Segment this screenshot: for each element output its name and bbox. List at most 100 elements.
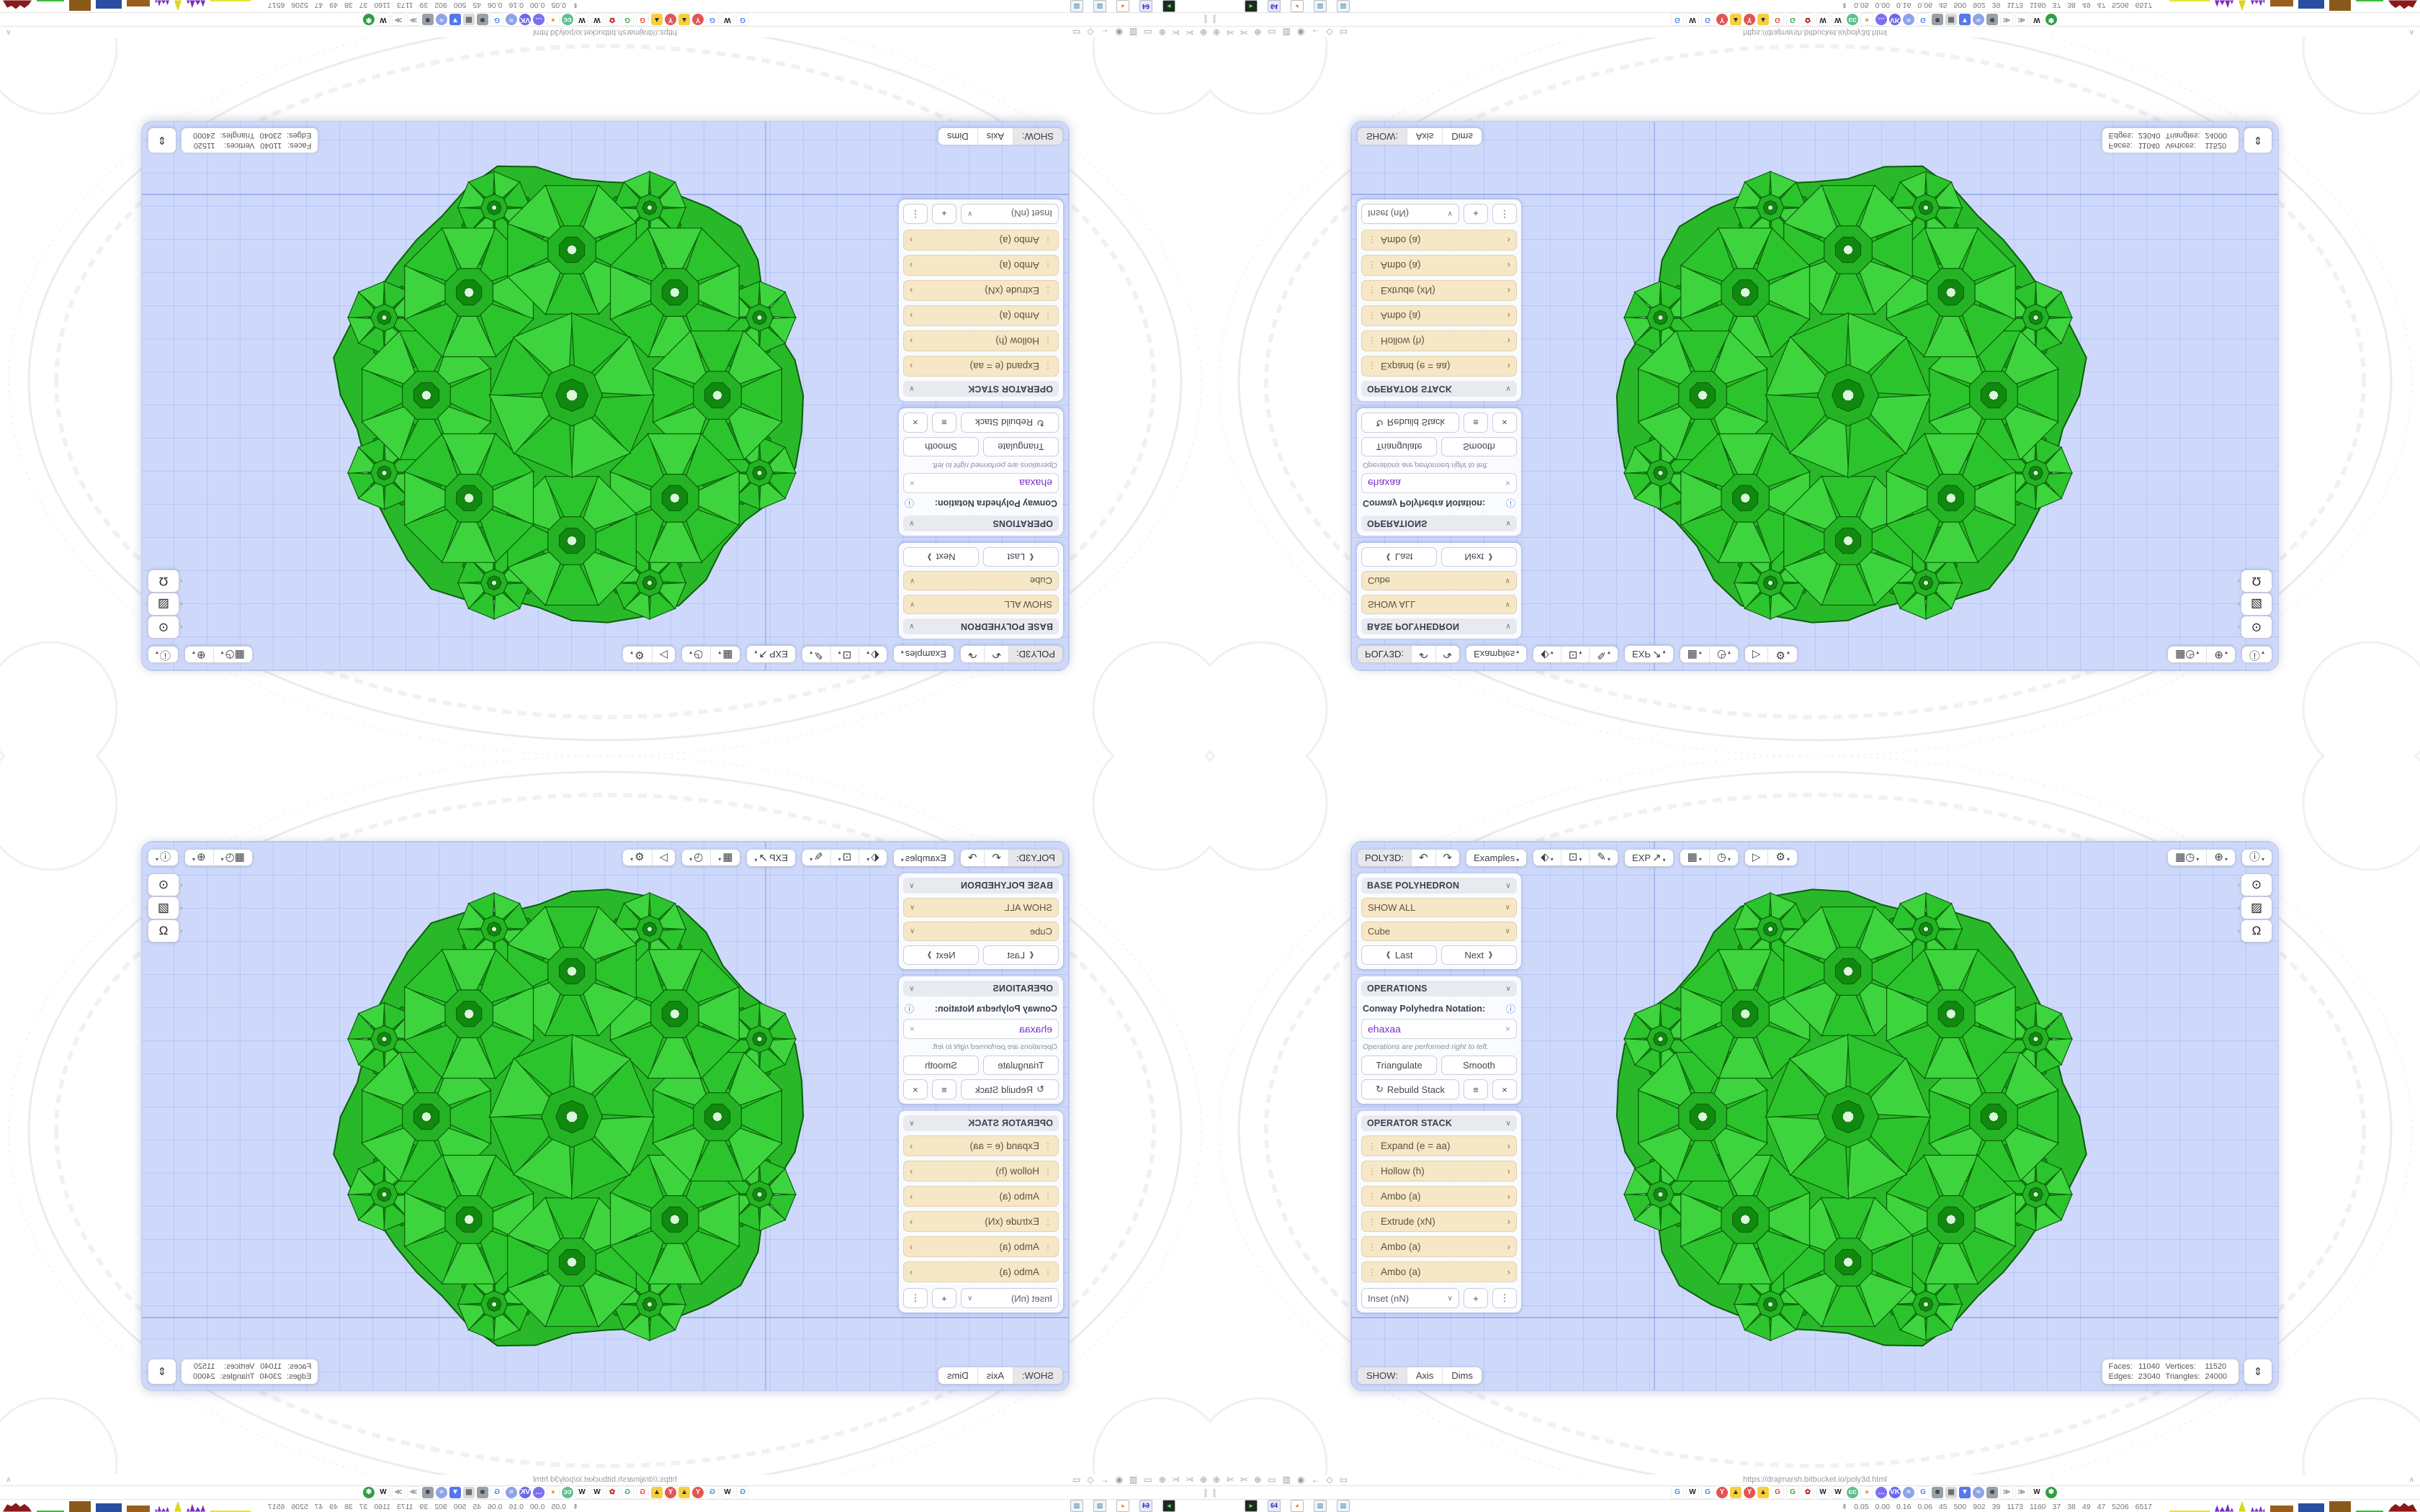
undo-button[interactable]: ↶ — [1410, 849, 1435, 866]
globe-button[interactable]: ⊕ ▾ — [2206, 850, 2235, 865]
expand-chevron-icon[interactable]: ∧ — [2408, 1476, 2414, 1484]
drag-grip-icon[interactable]: ⋮ — [1044, 361, 1052, 372]
play-button[interactable]: ▷ — [1744, 647, 1768, 662]
badge-icon[interactable]: ◉ — [1115, 1475, 1124, 1485]
favicon-photos[interactable]: ▲ — [1730, 14, 1742, 25]
favicon-wikipedia[interactable]: W — [1832, 1486, 1845, 1499]
data-table-button[interactable]: ▦ ▾ — [711, 850, 740, 865]
favicon-wave[interactable]: ≈ — [1903, 1487, 1914, 1498]
axis-toggle[interactable]: Axis — [1406, 128, 1443, 145]
favicon-wikipedia[interactable]: W — [1686, 1486, 1699, 1499]
play-button[interactable]: ▷ — [652, 647, 676, 662]
favicon-yandex[interactable]: Y — [1744, 1487, 1755, 1498]
favicon-wikipedia[interactable]: W — [377, 13, 390, 26]
drag-grip-icon[interactable]: ⋮ — [1044, 285, 1052, 296]
globe-icon[interactable]: ⊕ — [1158, 1475, 1166, 1485]
history-button[interactable]: ◷ ▾ — [682, 647, 712, 662]
favicon-yandex[interactable]: Y — [692, 14, 704, 25]
folder-icon[interactable]: ▭ — [1339, 1475, 1348, 1485]
favicon-shoe[interactable]: ● — [547, 1486, 560, 1499]
stack-list-button[interactable]: ≡ — [932, 413, 956, 433]
axis-toggle[interactable]: Axis — [977, 128, 1014, 145]
info-button[interactable]: ⓘ ▾ — [2241, 647, 2272, 662]
info-icon[interactable]: ⓘ — [1505, 498, 1515, 508]
drag-grip-icon[interactable]: ⋮ — [1368, 361, 1376, 372]
taskbar-notepad[interactable]: ▤ — [1070, 0, 1083, 12]
drag-grip-icon[interactable]: ⋮ — [1368, 1216, 1376, 1227]
shield-icon[interactable]: ◇ — [1087, 1475, 1094, 1485]
drag-grip-icon[interactable]: ⋮ — [1368, 285, 1376, 296]
favicon-wikipedia[interactable]: W — [721, 13, 734, 26]
edit-button[interactable]: ✎ ▾ — [802, 850, 831, 865]
favicon-wave[interactable]: ≈ — [436, 14, 447, 25]
export-button[interactable]: EXP ↗ ▾ — [747, 849, 796, 866]
favicon-fish[interactable]: ≫ — [392, 13, 405, 26]
trash-icon[interactable]: ▥ — [1282, 1475, 1291, 1485]
drag-grip-icon[interactable]: ⋮ — [1368, 1191, 1376, 1202]
add-operator-select[interactable]: Inset (nN) ∨ — [961, 204, 1059, 224]
operator-item[interactable]: ⋮ Ambo (a) › — [903, 1186, 1059, 1207]
polyhedron-select[interactable]: Cube ∨ — [903, 922, 1059, 941]
favicon-grid[interactable]: ▦ — [1945, 14, 1957, 25]
taskbar-notepad[interactable]: ▤ — [1314, 1500, 1327, 1512]
drag-grip-icon[interactable]: ⋮ — [1044, 1140, 1052, 1151]
stack-clear-button[interactable]: × — [903, 1079, 928, 1099]
stack-list-button[interactable]: ≡ — [1464, 1079, 1488, 1099]
operator-item[interactable]: ⋮ Extrude (xN) › — [1361, 280, 1517, 301]
cut-icon[interactable]: ✄ — [1227, 1475, 1234, 1485]
operations-header[interactable]: OPERATIONS ∨ — [903, 516, 1059, 531]
favicon-google[interactable]: G — [706, 1486, 719, 1499]
favicon-grid[interactable]: ▦ — [463, 1487, 475, 1498]
orientation-button[interactable]: ⬖ ▾ — [859, 647, 887, 662]
show-all-select[interactable]: SHOW ALL ∨ — [1361, 898, 1517, 917]
add-operator-select[interactable]: Inset (nN) ∨ — [961, 1288, 1059, 1308]
badge-icon[interactable]: ◉ — [1296, 27, 1305, 37]
favicon-google[interactable]: G — [621, 13, 634, 26]
solid-view-button[interactable]: ⊡ ▾ — [1560, 850, 1590, 865]
favicon-wave[interactable]: ≈ — [506, 1487, 517, 1498]
favicon-wikipedia[interactable]: W — [575, 13, 588, 26]
schedule-button[interactable]: ▦◷ ▾ — [213, 647, 252, 662]
operator-item[interactable]: ⋮ Ambo (a) › — [1361, 1236, 1517, 1257]
favicon-photos[interactable]: ▲ — [651, 14, 663, 25]
badge-icon[interactable]: ◉ — [1115, 27, 1124, 37]
favicon-wikipedia[interactable]: W — [1816, 1486, 1829, 1499]
operations-header[interactable]: OPERATIONS ∨ — [903, 981, 1059, 996]
operator-item[interactable]: ⋮ Hollow (h) › — [903, 330, 1059, 351]
operator-item[interactable]: ⋮ Ambo (a) › — [903, 1261, 1059, 1282]
examples-menu[interactable]: Examples ▾ — [1466, 646, 1527, 663]
drag-grip-icon[interactable]: ⋮ — [1368, 1266, 1376, 1277]
collapse-icon[interactable]: ⇞ — [572, 1, 579, 9]
polyhedron-select[interactable]: Cube ∨ — [903, 571, 1059, 590]
cut-icon[interactable]: ✄ — [1240, 1475, 1248, 1485]
operator-item[interactable]: ⋮ Ambo (a) › — [1361, 305, 1517, 326]
favicon-google[interactable]: G — [1786, 13, 1799, 26]
favicon-shield[interactable]: ▼ — [449, 1487, 461, 1498]
redo-button[interactable]: ↷ — [960, 849, 985, 866]
favicon-profile[interactable]: ☻ — [1986, 14, 1998, 25]
redo-button[interactable]: ↷ — [960, 646, 985, 663]
favicon-vk[interactable]: VK — [519, 1487, 531, 1498]
operator-item[interactable]: ⋮ Ambo (a) › — [903, 1236, 1059, 1257]
drag-grip-icon[interactable]: ⋮ — [1044, 1266, 1052, 1277]
back-arrow-icon[interactable]: ← — [1311, 1475, 1320, 1485]
last-button[interactable]: ❰ Last — [1361, 547, 1437, 567]
favicon-profile[interactable]: ☻ — [422, 1487, 434, 1498]
drag-grip-icon[interactable]: ⋮ — [1044, 1216, 1052, 1227]
favicon-google[interactable]: G — [1671, 13, 1684, 26]
drag-grip-icon[interactable]: ⋮ — [1044, 310, 1052, 321]
favicon-chat[interactable]: … — [1876, 14, 1887, 25]
shield-icon[interactable]: ◇ — [1326, 27, 1333, 37]
base-polyhedron-header[interactable]: BASE POLYHEDRON ∨ — [1361, 878, 1517, 894]
operator-item[interactable]: ⋮ Ambo (a) › — [1361, 230, 1517, 251]
favicon-photos[interactable]: ▲ — [1757, 14, 1769, 25]
drag-grip-icon[interactable]: ⋮ — [1368, 336, 1376, 346]
next-button[interactable]: Next ❱ — [1441, 547, 1517, 567]
favicon-profile[interactable]: ☻ — [477, 14, 488, 25]
conway-notation-input[interactable]: ehaxaa × — [903, 1019, 1059, 1039]
drag-grip-icon[interactable]: ⋮ — [1044, 1166, 1052, 1176]
taskbar-firefox[interactable]: ◕ — [1116, 1500, 1129, 1512]
badge-icon[interactable]: ◉ — [1296, 1475, 1305, 1485]
triangulate-button[interactable]: Triangulate — [983, 437, 1059, 456]
taskbar-firefox[interactable]: ◕ — [1291, 1500, 1304, 1512]
